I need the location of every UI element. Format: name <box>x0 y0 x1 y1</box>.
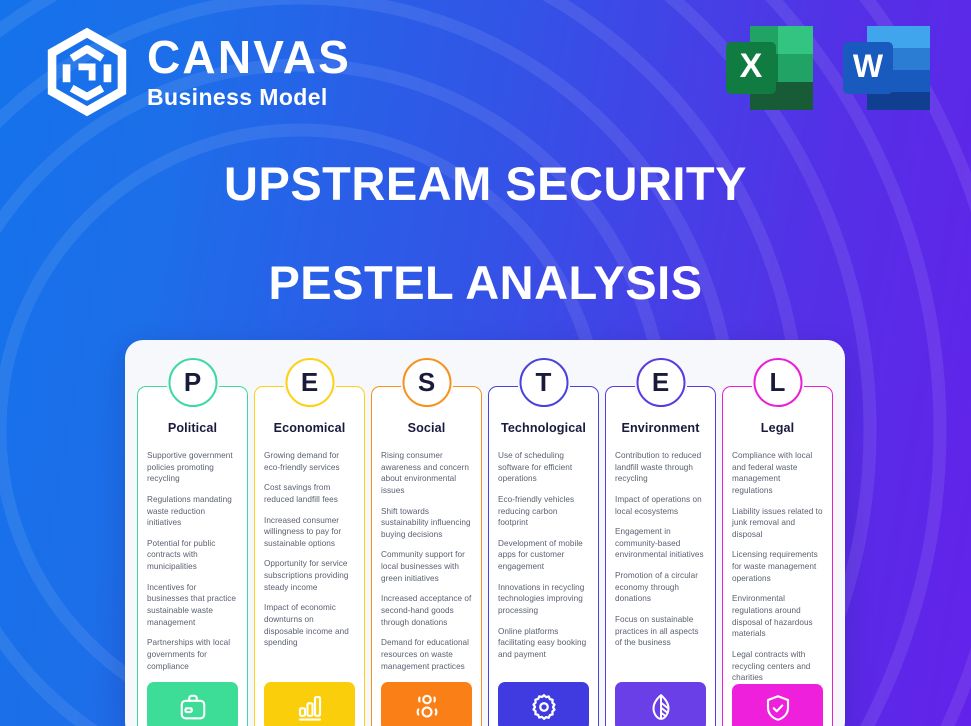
pestel-point: Licensing requirements for waste managem… <box>732 550 818 583</box>
pestel-letter-badge: L <box>753 358 802 407</box>
pestel-point: Demand for educational resources on wast… <box>381 638 470 671</box>
pestel-letter-badge: P <box>168 358 217 407</box>
pestel-column-environment[interactable]: E Environment Contribution to reduced la… <box>605 358 716 726</box>
pestel-column-technological[interactable]: T Technological Use of scheduling softwa… <box>488 358 599 726</box>
pestel-point-list: Rising consumer awareness and concern ab… <box>381 450 472 682</box>
pestel-point: Environmental regulations around disposa… <box>732 594 813 639</box>
pestel-point: Potential for public contracts with muni… <box>147 538 216 572</box>
pestel-letter-badge: T <box>519 358 568 407</box>
pestel-point: Incentives for businesses that practice … <box>147 582 237 627</box>
pestel-point-list: Contribution to reduced landfill waste t… <box>615 450 706 682</box>
pestel-point: Impact of operations on local ecosystems <box>615 494 702 516</box>
pestel-letter-badge: E <box>285 358 334 407</box>
pestel-point: Partnerships with local governments for … <box>147 638 231 671</box>
svg-text:W: W <box>853 48 884 84</box>
pestel-letter-badge: E <box>636 358 685 407</box>
pestel-point: Engagement in community-based environmen… <box>615 527 704 560</box>
pestel-point: Online platforms facilitating easy booki… <box>498 626 587 659</box>
headline-line-1: UPSTREAM SECURITY <box>224 157 747 210</box>
pestel-panel: P Political Supportive government polici… <box>125 340 845 726</box>
shield-check-icon <box>732 683 823 726</box>
pestel-point: Increased consumer willingness to pay fo… <box>264 515 342 548</box>
pestel-column-political[interactable]: P Political Supportive government polici… <box>137 358 248 726</box>
briefcase-icon <box>147 682 238 726</box>
pestel-point-list: Use of scheduling software for efficient… <box>498 450 589 682</box>
pestel-point: Promotion of a circular economy through … <box>615 571 699 604</box>
pestel-point: Shift towards sustainability influencing… <box>381 506 471 539</box>
pestel-point: Cost savings from reduced landfill fees <box>264 483 338 504</box>
pestel-column-economical[interactable]: E Economical Growing demand for eco-frie… <box>254 358 365 726</box>
pestel-point: Compliance with local and federal waste … <box>732 451 813 495</box>
pestel-column-legal[interactable]: L Legal Compliance with local and federa… <box>722 358 833 726</box>
pestel-point: Opportunity for service subscriptions pr… <box>264 559 349 592</box>
svg-text:X: X <box>740 47 763 85</box>
word-icon[interactable]: W <box>839 22 934 114</box>
pestel-point: Contribution to reduced landfill waste t… <box>615 451 702 484</box>
excel-icon[interactable]: X <box>722 22 817 114</box>
pestel-point-list: Growing demand for eco-friendly services… <box>264 450 355 682</box>
pestel-point: Regulations mandating waste reduction in… <box>147 494 232 528</box>
pestel-letter-badge: S <box>402 358 451 407</box>
canvas-hexagon-logo-icon <box>47 27 127 117</box>
pestel-column-title: Environment <box>621 421 700 435</box>
pestel-point: Liability issues related to junk removal… <box>732 506 823 539</box>
pestel-column-social[interactable]: S Social Rising consumer awareness and c… <box>371 358 482 726</box>
headline-block: UPSTREAM SECURITY PESTEL ANALYSIS <box>0 160 971 306</box>
pestel-point-list: Compliance with local and federal waste … <box>732 450 823 684</box>
pestel-column-title: Economical <box>273 421 346 435</box>
people-group-icon <box>381 682 472 726</box>
pestel-column-title: Legal <box>760 421 795 435</box>
pestel-point: Community support for local businesses w… <box>381 550 465 583</box>
gear-icon <box>498 682 589 726</box>
pestel-point: Impact of economic downturns on disposab… <box>264 603 349 648</box>
pestel-point: Eco-friendly vehicles reducing carbon fo… <box>498 494 575 528</box>
headline-line-2: PESTEL ANALYSIS <box>268 256 703 309</box>
pestel-column-title: Social <box>407 421 446 435</box>
pestel-point: Growing demand for eco-friendly services <box>264 451 340 472</box>
office-file-icons: X W <box>722 22 934 114</box>
pestel-point: Increased acceptance of second-hand good… <box>381 594 472 627</box>
pestel-point: Development of mobile apps for customer … <box>498 538 583 572</box>
bar-chart-icon <box>264 682 355 726</box>
pestel-column-title: Technological <box>500 421 587 435</box>
leaf-icon <box>615 682 706 726</box>
pestel-point: Rising consumer awareness and concern ab… <box>381 451 469 495</box>
pestel-point: Legal contracts with recycling centers a… <box>732 649 811 683</box>
brand-lockup: CANVAS Business Model <box>44 26 351 118</box>
pestel-point: Focus on sustainable practices in all as… <box>615 615 699 648</box>
pestel-point-list: Supportive government policies promoting… <box>147 450 238 682</box>
pestel-point: Supportive government policies promoting… <box>147 451 233 484</box>
brand-title: CANVAS <box>147 31 352 84</box>
pestel-point: Innovations in recycling technologies im… <box>498 582 585 616</box>
pestel-point: Use of scheduling software for efficient… <box>498 451 573 484</box>
pestel-column-title: Political <box>167 421 218 435</box>
brand-subtitle: Business Model <box>147 83 328 110</box>
